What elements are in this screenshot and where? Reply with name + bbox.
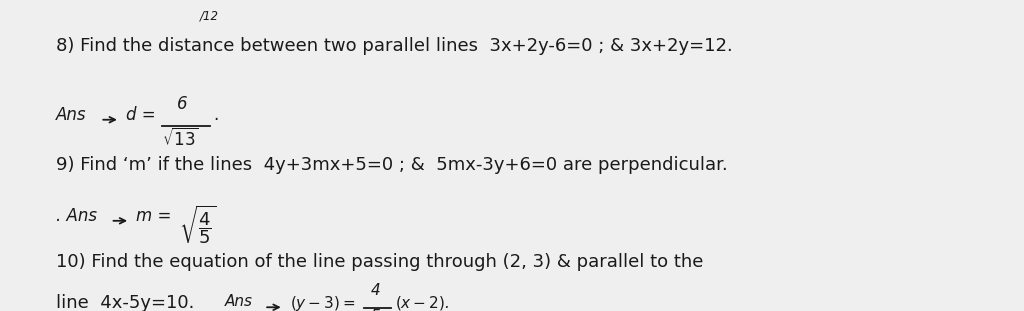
Text: 5: 5	[371, 309, 381, 311]
Text: Ans: Ans	[56, 106, 92, 124]
Text: .: .	[213, 106, 218, 124]
Text: d =: d =	[126, 106, 156, 124]
Text: $(x-2)$.: $(x-2)$.	[395, 294, 450, 311]
Text: $\sqrt{\dfrac{4}{5}}$: $\sqrt{\dfrac{4}{5}}$	[179, 204, 216, 246]
Text: Ans: Ans	[225, 294, 258, 309]
Text: m =: m =	[136, 207, 172, 225]
Text: 8) Find the distance between two parallel lines  3x+2y-6=0 ; & 3x+2y=12.: 8) Find the distance between two paralle…	[56, 37, 733, 55]
Text: /12: /12	[200, 9, 219, 22]
Text: $(y-3)=$: $(y-3)=$	[290, 294, 355, 311]
Text: $\sqrt{13}$: $\sqrt{13}$	[162, 128, 199, 150]
Text: 6: 6	[177, 95, 187, 113]
Text: 4: 4	[371, 283, 381, 298]
Text: 10) Find the equation of the line passing through (2, 3) & parallel to the: 10) Find the equation of the line passin…	[56, 253, 703, 272]
Text: line  4x-5y=10.: line 4x-5y=10.	[56, 294, 195, 311]
Text: . Ans: . Ans	[56, 207, 102, 225]
Text: 9) Find ‘m’ if the lines  4y+3mx+5=0 ; &  5mx-3y+6=0 are perpendicular.: 9) Find ‘m’ if the lines 4y+3mx+5=0 ; & …	[56, 156, 728, 174]
